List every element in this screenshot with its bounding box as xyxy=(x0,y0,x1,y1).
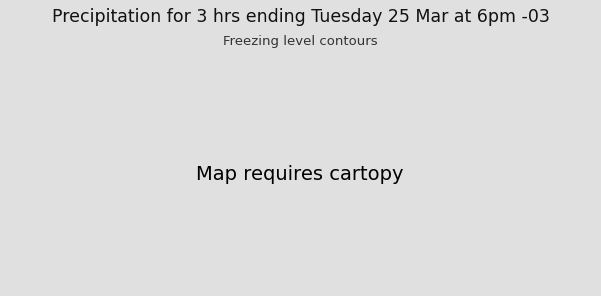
Text: Map requires cartopy: Map requires cartopy xyxy=(197,165,404,184)
Text: Freezing level contours: Freezing level contours xyxy=(223,35,378,48)
Text: Precipitation for 3 hrs ending Tuesday 25 Mar at 6pm -03: Precipitation for 3 hrs ending Tuesday 2… xyxy=(52,8,549,25)
